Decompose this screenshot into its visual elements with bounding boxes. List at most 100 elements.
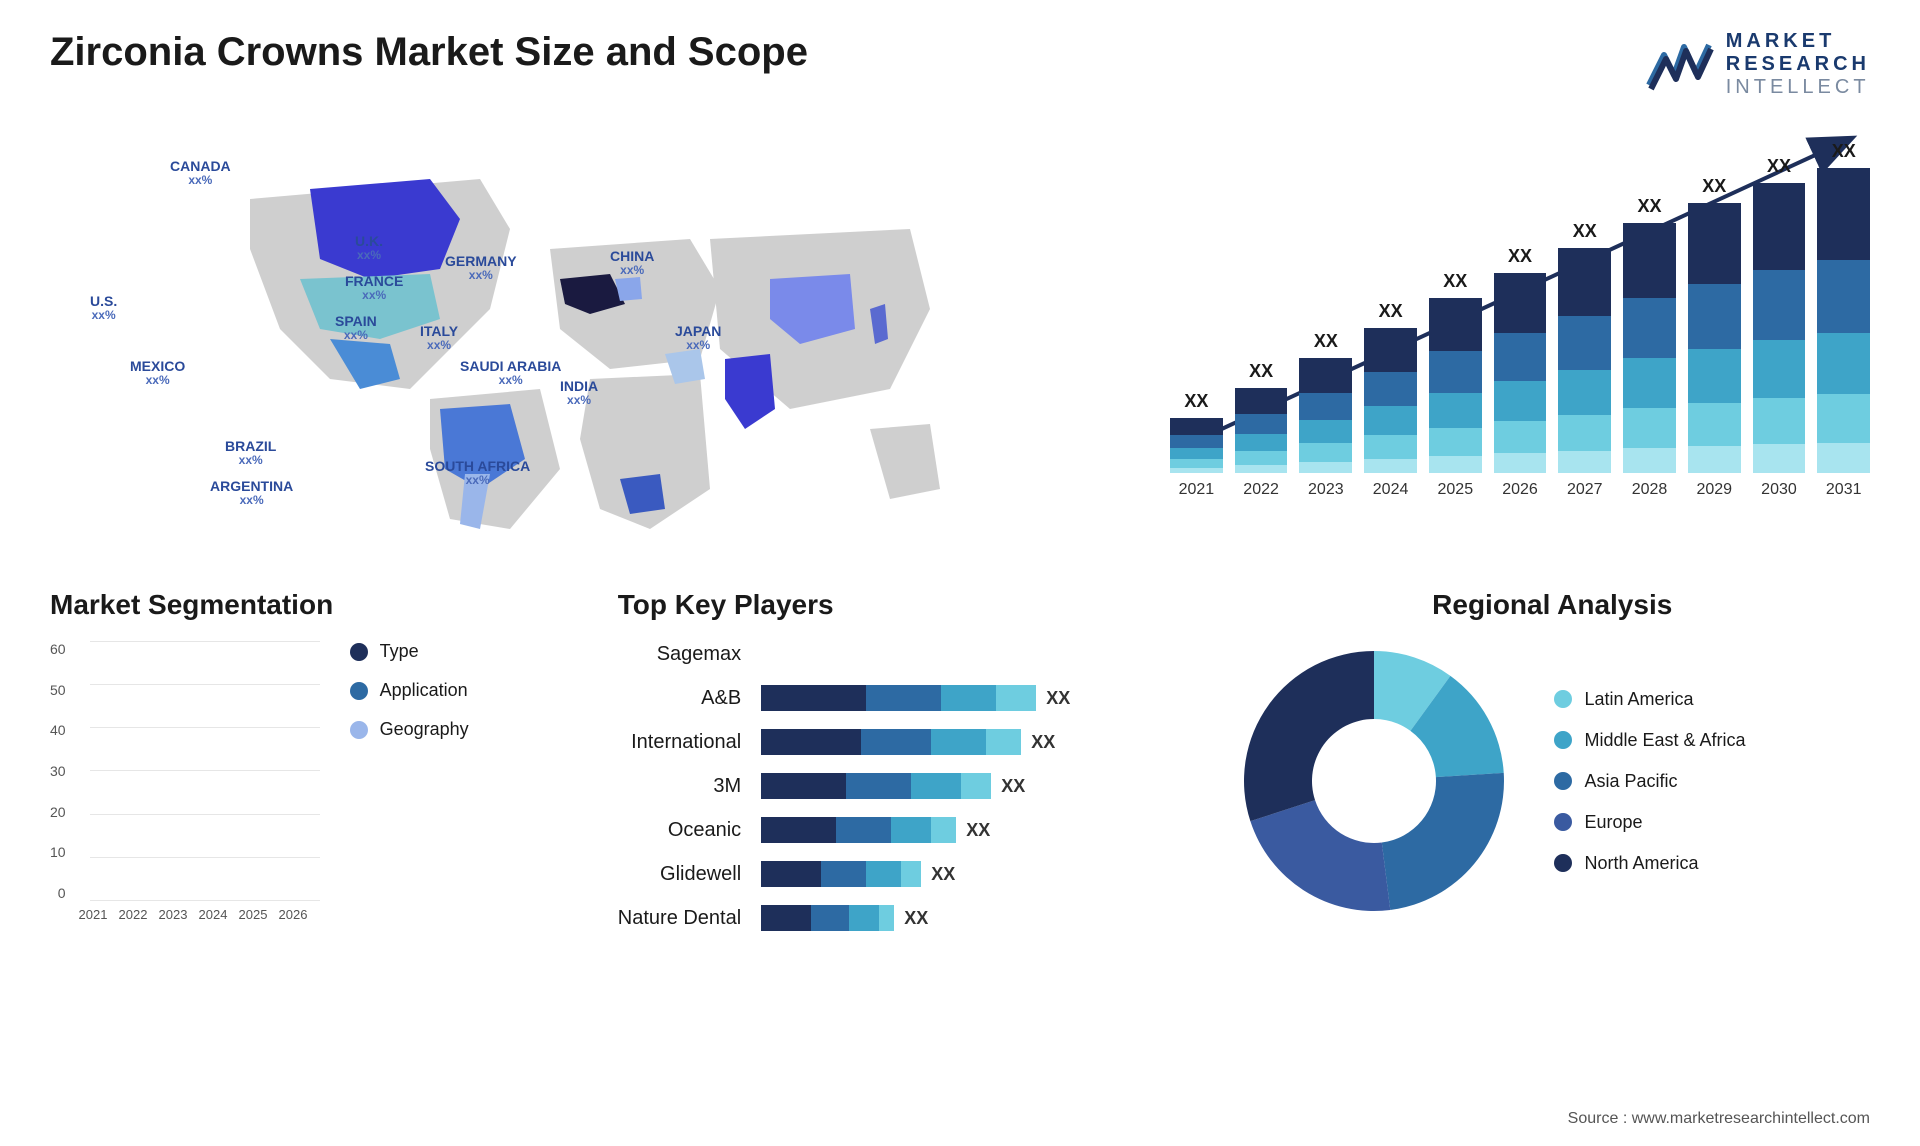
player-row (761, 641, 1204, 667)
player-segment (849, 905, 879, 931)
growth-year-label: 2022 (1243, 481, 1279, 499)
growth-segment (1558, 451, 1611, 474)
growth-col-2022: XX 2022 (1235, 361, 1288, 499)
player-segment (761, 861, 821, 887)
growth-segment (1623, 408, 1676, 448)
growth-segment (1299, 462, 1352, 474)
growth-segment (1623, 223, 1676, 298)
map-label-india: INDIAxx% (560, 379, 598, 408)
growth-col-2031: XX2031 (1817, 141, 1870, 499)
growth-bars: XX2021XX2022XX2023XX2024XX2025XX2026XX20… (1170, 159, 1870, 499)
growth-segment (1299, 358, 1352, 393)
growth-segment (1753, 444, 1806, 473)
player-row: XX (761, 729, 1204, 755)
player-value-label: XX (931, 864, 955, 885)
growth-col-2024: XX2024 (1364, 301, 1417, 499)
regional-legend-item: Asia Pacific (1554, 771, 1745, 792)
legend-label: Asia Pacific (1584, 771, 1677, 792)
player-bar (761, 861, 921, 887)
player-segment (761, 773, 846, 799)
growth-segment (1558, 415, 1611, 451)
player-segment (941, 685, 996, 711)
page-title: Zirconia Crowns Market Size and Scope (50, 30, 808, 75)
seg-year-label: 2023 (158, 907, 188, 922)
growth-segment (1364, 459, 1417, 474)
y-tick: 60 (50, 641, 66, 657)
growth-segment (1429, 351, 1482, 393)
growth-year-label: 2027 (1567, 481, 1603, 499)
player-bar (761, 773, 991, 799)
player-name: International (618, 729, 741, 755)
growth-segment (1299, 393, 1352, 421)
player-name: A&B (618, 685, 741, 711)
source-text: Source : www.marketresearchintellect.com (1568, 1110, 1870, 1128)
player-segment (866, 685, 941, 711)
player-value-label: XX (1001, 776, 1025, 797)
growth-stack (1558, 248, 1611, 473)
y-tick: 10 (50, 844, 66, 860)
player-value-label: XX (1046, 688, 1070, 709)
growth-segment (1688, 446, 1741, 473)
growth-segment (1558, 370, 1611, 415)
regional-legend-item: Europe (1554, 812, 1745, 833)
india-shape (725, 354, 775, 429)
player-segment (761, 685, 866, 711)
player-name: Glidewell (618, 861, 741, 887)
map-land (870, 424, 940, 499)
growth-segment (1170, 459, 1223, 468)
map-label-brazil: BRAZILxx% (225, 439, 276, 468)
player-segment (761, 729, 861, 755)
seg-year-label: 2024 (198, 907, 228, 922)
player-segment (901, 861, 921, 887)
growth-col-2028: XX2028 (1623, 196, 1676, 499)
growth-year-label: 2024 (1373, 481, 1409, 499)
growth-segment (1429, 428, 1482, 456)
growth-value-label: XX (1832, 141, 1856, 162)
player-segment (911, 773, 961, 799)
growth-segment (1558, 248, 1611, 316)
y-tick: 20 (50, 804, 66, 820)
growth-year-label: 2021 (1179, 481, 1215, 499)
growth-segment (1235, 451, 1288, 465)
map-label-canada: CANADAxx% (170, 159, 231, 188)
growth-segment (1623, 448, 1676, 473)
legend-dot (1554, 813, 1572, 831)
donut-center (1314, 721, 1434, 841)
legend-dot (1554, 731, 1572, 749)
legend-item-geography: Geography (350, 719, 469, 740)
legend-item-application: Application (350, 680, 469, 701)
growth-col-2023: XX2023 (1299, 331, 1352, 499)
legend-dot (1554, 854, 1572, 872)
growth-value-label: XX (1638, 196, 1662, 217)
player-segment (996, 685, 1036, 711)
legend-label: Geography (380, 719, 469, 740)
growth-segment (1623, 298, 1676, 358)
growth-value-label: XX (1249, 361, 1273, 382)
logo-icon (1644, 37, 1714, 93)
growth-stack (1688, 203, 1741, 473)
growth-segment (1753, 398, 1806, 444)
map-label-argentina: ARGENTINAxx% (210, 479, 293, 508)
growth-stack (1170, 418, 1223, 473)
growth-segment (1494, 421, 1547, 453)
bottom-row: Market Segmentation 6050403020100 202120… (50, 589, 1870, 969)
map-label-china: CHINAxx% (610, 249, 654, 278)
legend-label: North America (1584, 853, 1698, 874)
growth-segment (1235, 414, 1288, 434)
player-segment (761, 817, 836, 843)
growth-segment (1170, 468, 1223, 474)
y-tick: 50 (50, 682, 66, 698)
growth-segment (1494, 273, 1547, 333)
legend-label: Latin America (1584, 689, 1693, 710)
player-value-label: XX (1031, 732, 1055, 753)
legend-label: Europe (1584, 812, 1642, 833)
growth-segment (1494, 453, 1547, 473)
growth-segment (1235, 465, 1288, 474)
growth-value-label: XX (1314, 331, 1338, 352)
growth-segment (1429, 456, 1482, 474)
growth-stack (1623, 223, 1676, 473)
legend-dot (350, 721, 368, 739)
regional-panel: Regional Analysis Latin AmericaMiddle Ea… (1234, 589, 1870, 969)
growth-stack (1753, 183, 1806, 473)
player-value-label: XX (904, 908, 928, 929)
